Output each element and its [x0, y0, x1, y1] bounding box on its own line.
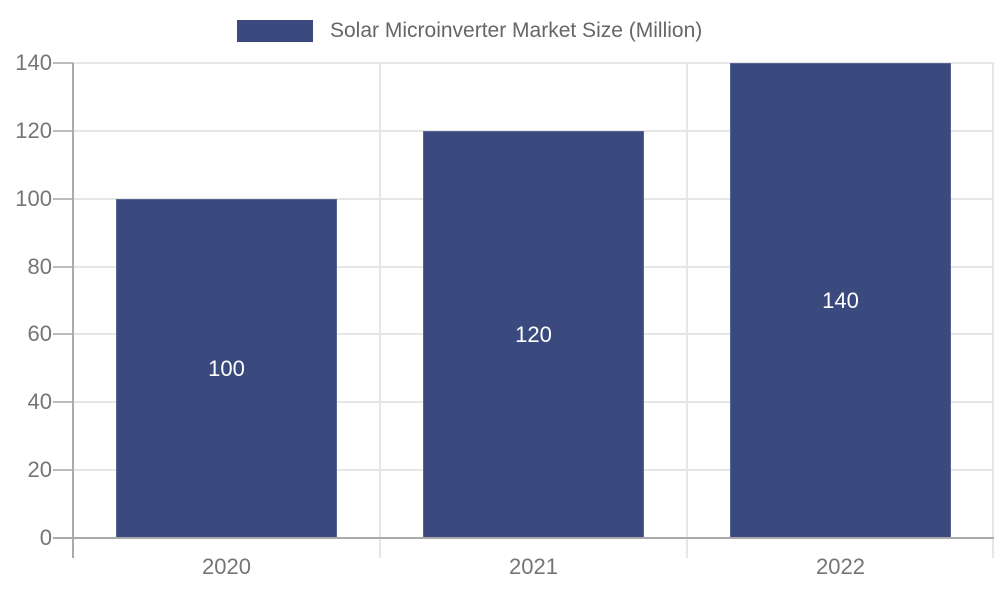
x-tick-label: 2021	[509, 554, 558, 579]
x-axis-line	[53, 537, 994, 539]
y-tick-label: 80	[27, 254, 52, 279]
y-tick-label: 100	[15, 186, 52, 211]
y-tick-label: 0	[39, 525, 52, 550]
y-tick-mark	[53, 333, 73, 335]
legend-label: Solar Microinverter Market Size (Million…	[330, 19, 703, 42]
x-tick-label: 2020	[202, 554, 251, 579]
x-tick-label: 2022	[816, 554, 865, 579]
plot-right-border	[992, 63, 994, 558]
y-tick-label: 120	[15, 118, 52, 143]
gridline	[73, 62, 994, 64]
y-tick-label: 40	[27, 389, 52, 414]
bar[interactable]: 100	[116, 199, 337, 538]
bar[interactable]: 140	[730, 63, 951, 538]
bar-value-label: 100	[208, 355, 245, 381]
y-tick-label: 60	[27, 321, 52, 346]
y-tick-label: 140	[15, 50, 52, 75]
y-axis-line	[72, 63, 74, 558]
legend-swatch	[237, 20, 313, 42]
y-tick-mark	[53, 469, 73, 471]
y-tick-mark	[53, 266, 73, 268]
y-tick-mark	[53, 198, 73, 200]
y-tick-label: 20	[27, 457, 52, 482]
y-tick-mark	[53, 62, 73, 64]
y-tick-mark	[53, 401, 73, 403]
bar-value-label: 120	[515, 321, 552, 347]
bar[interactable]: 120	[423, 131, 644, 538]
category-separator	[686, 63, 688, 558]
bar-value-label: 140	[822, 287, 859, 313]
chart-legend: Solar Microinverter Market Size (Million…	[237, 17, 702, 45]
y-tick-mark	[53, 130, 73, 132]
category-separator	[379, 63, 381, 558]
